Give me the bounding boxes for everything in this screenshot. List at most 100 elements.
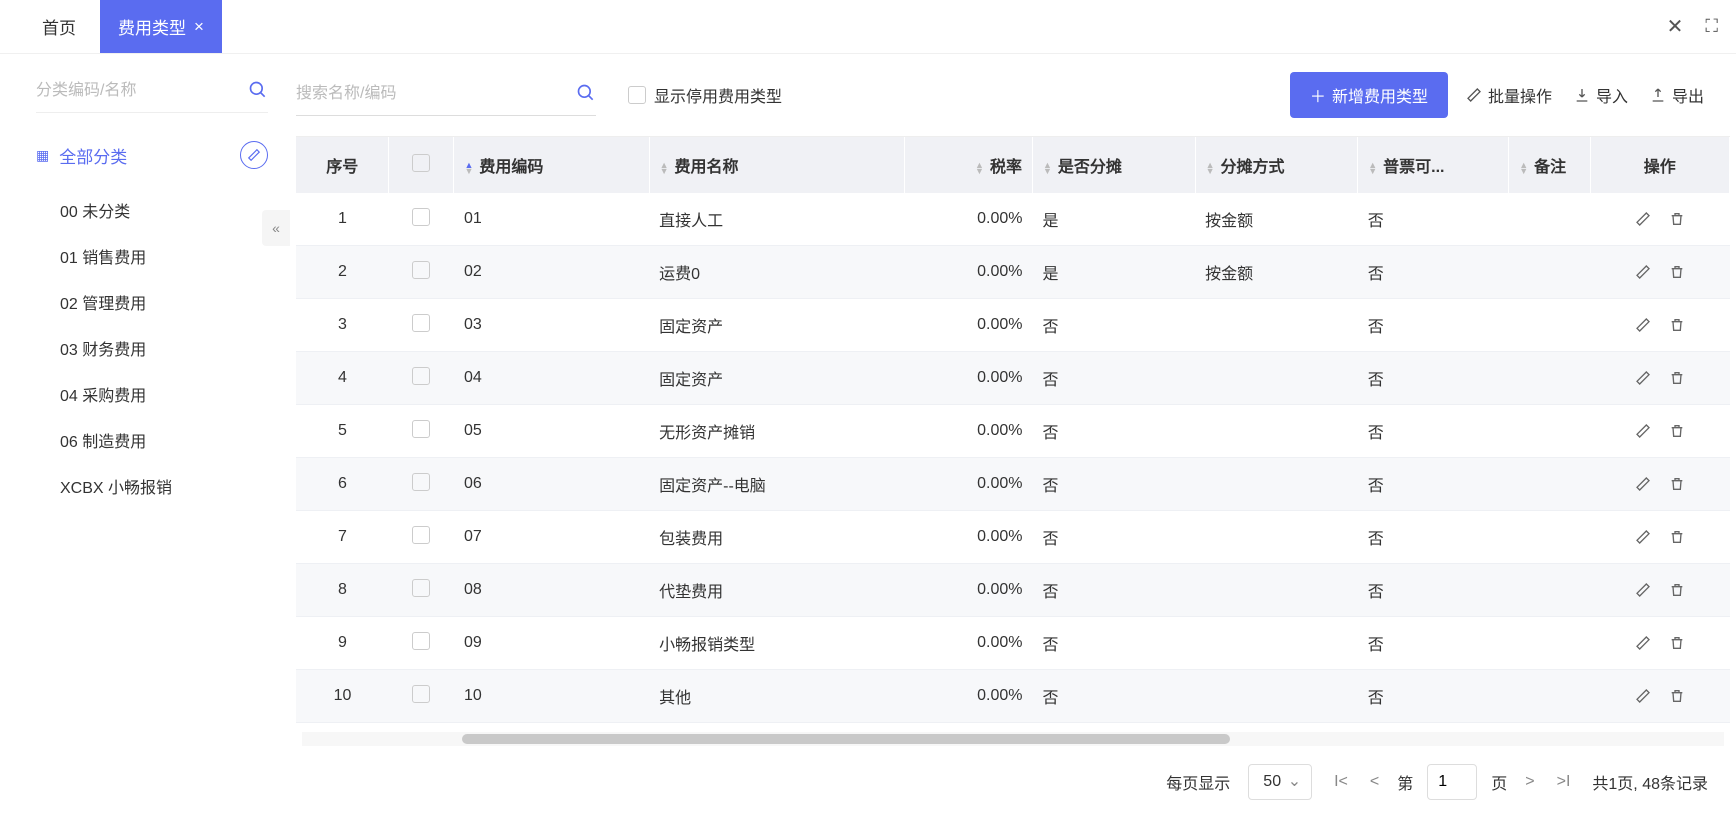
edit-icon[interactable] bbox=[1635, 529, 1651, 545]
sidebar-item[interactable]: 00 未分类 bbox=[0, 187, 290, 233]
col-check-all[interactable] bbox=[389, 137, 454, 193]
sort-icon: ▲▼ bbox=[1368, 162, 1377, 174]
delete-icon[interactable] bbox=[1669, 211, 1685, 227]
sidebar-item[interactable]: XCBX 小畅报销 bbox=[0, 463, 290, 509]
cell-checkbox[interactable] bbox=[389, 670, 454, 723]
edit-icon[interactable] bbox=[1635, 317, 1651, 333]
sidebar-item[interactable]: 03 财务费用 bbox=[0, 325, 290, 371]
cell-checkbox[interactable] bbox=[389, 352, 454, 405]
delete-icon[interactable] bbox=[1669, 529, 1685, 545]
import-action[interactable]: 导入 bbox=[1570, 83, 1632, 107]
cell-checkbox[interactable] bbox=[389, 617, 454, 670]
content-search-input[interactable] bbox=[296, 75, 596, 115]
search-icon[interactable] bbox=[248, 80, 268, 100]
fullscreen-icon[interactable]: ⛶ bbox=[1705, 16, 1718, 37]
page-next-icon[interactable]: > bbox=[1521, 769, 1538, 795]
close-all-icon[interactable]: ✕ bbox=[1667, 14, 1684, 39]
sidebar-item[interactable]: 04 采购费用 bbox=[0, 371, 290, 417]
cell-op bbox=[1590, 617, 1729, 670]
cell-checkbox[interactable] bbox=[389, 405, 454, 458]
show-disabled-checkbox[interactable]: 显示停用费用类型 bbox=[628, 83, 782, 107]
col-note[interactable]: ▲▼备注 bbox=[1509, 137, 1590, 193]
cell-checkbox[interactable] bbox=[389, 564, 454, 617]
edit-icon[interactable] bbox=[240, 141, 268, 169]
collapse-sidebar-icon[interactable]: « bbox=[262, 210, 290, 246]
edit-icon[interactable] bbox=[1635, 688, 1651, 704]
scrollbar-thumb[interactable] bbox=[462, 734, 1230, 744]
edit-icon[interactable] bbox=[1635, 635, 1651, 651]
page-last-icon[interactable]: >I bbox=[1553, 769, 1575, 795]
delete-icon[interactable] bbox=[1669, 635, 1685, 651]
delete-icon[interactable] bbox=[1669, 423, 1685, 439]
cell-method bbox=[1195, 723, 1358, 733]
close-icon[interactable]: × bbox=[194, 17, 204, 37]
cell-share: 否 bbox=[1032, 458, 1195, 511]
col-seq[interactable]: 序号 bbox=[296, 137, 389, 193]
col-pupiao[interactable]: ▲▼普票可... bbox=[1358, 137, 1509, 193]
table-row: 404固定资产0.00%否否 bbox=[296, 352, 1730, 405]
page-input[interactable] bbox=[1427, 764, 1477, 800]
delete-icon[interactable] bbox=[1669, 476, 1685, 492]
cell-share: 否 bbox=[1032, 511, 1195, 564]
cell-method bbox=[1195, 564, 1358, 617]
sort-icon: ▲▼ bbox=[1206, 162, 1215, 174]
add-button-label: 新增费用类型 bbox=[1332, 83, 1428, 107]
cell-op bbox=[1590, 458, 1729, 511]
tab-home[interactable]: 首页 bbox=[18, 0, 100, 53]
cell-share: 否 bbox=[1032, 670, 1195, 723]
sidebar-search-input[interactable] bbox=[36, 72, 268, 112]
cell-checkbox[interactable] bbox=[389, 193, 454, 246]
cell-seq: 10 bbox=[296, 670, 389, 723]
cell-checkbox[interactable] bbox=[389, 458, 454, 511]
edit-icon[interactable] bbox=[1635, 264, 1651, 280]
edit-icon[interactable] bbox=[1635, 582, 1651, 598]
delete-icon[interactable] bbox=[1669, 582, 1685, 598]
cell-checkbox[interactable] bbox=[389, 299, 454, 352]
grid-icon: ▦ bbox=[36, 147, 49, 164]
per-page-select[interactable]: 50 bbox=[1248, 764, 1312, 800]
delete-icon[interactable] bbox=[1669, 317, 1685, 333]
export-action[interactable]: 导出 bbox=[1646, 83, 1708, 107]
table-scroll[interactable]: 序号 ▲▼费用编码 ▲▼费用名称 ▲▼税率 ▲▼是否分摊 ▲▼分摊方式 ▲▼普票… bbox=[296, 137, 1730, 732]
edit-icon[interactable] bbox=[1635, 476, 1651, 492]
cell-pupiao: 否 bbox=[1358, 458, 1509, 511]
col-share[interactable]: ▲▼是否分摊 bbox=[1032, 137, 1195, 193]
cell-code: 08 bbox=[454, 564, 649, 617]
delete-icon[interactable] bbox=[1669, 264, 1685, 280]
edit-icon[interactable] bbox=[1635, 370, 1651, 386]
cell-code: 02 bbox=[454, 246, 649, 299]
sidebar-item[interactable]: 01 销售费用 bbox=[0, 233, 290, 279]
table-row: 707包装费用0.00%否否 bbox=[296, 511, 1730, 564]
horizontal-scrollbar[interactable] bbox=[302, 732, 1724, 746]
tab-active[interactable]: 费用类型 × bbox=[100, 0, 222, 53]
sidebar-all-category[interactable]: ▦ 全部分类 bbox=[0, 129, 290, 181]
cell-pupiao: 否 bbox=[1358, 405, 1509, 458]
batch-action[interactable]: 批量操作 bbox=[1462, 83, 1556, 107]
col-code[interactable]: ▲▼费用编码 bbox=[454, 137, 649, 193]
cell-checkbox[interactable] bbox=[389, 511, 454, 564]
edit-icon[interactable] bbox=[1635, 423, 1651, 439]
cell-code: 04 bbox=[454, 352, 649, 405]
cell-note bbox=[1509, 299, 1590, 352]
cell-pupiao: 否 bbox=[1358, 246, 1509, 299]
col-name[interactable]: ▲▼费用名称 bbox=[649, 137, 905, 193]
cell-pupiao: 否 bbox=[1358, 193, 1509, 246]
search-icon[interactable] bbox=[576, 83, 596, 103]
page-first-icon[interactable]: I< bbox=[1330, 769, 1352, 795]
col-method[interactable]: ▲▼分摊方式 bbox=[1195, 137, 1358, 193]
page-prev-icon[interactable]: < bbox=[1366, 769, 1383, 795]
cell-pupiao: 否 bbox=[1358, 723, 1509, 733]
cell-rate: 0.00% bbox=[905, 617, 1033, 670]
cell-checkbox[interactable] bbox=[389, 723, 454, 733]
col-rate[interactable]: ▲▼税率 bbox=[905, 137, 1033, 193]
delete-icon[interactable] bbox=[1669, 688, 1685, 704]
sidebar-item[interactable]: 06 制造费用 bbox=[0, 417, 290, 463]
edit-icon[interactable] bbox=[1635, 211, 1651, 227]
add-button[interactable]: ＋ 新增费用类型 bbox=[1290, 72, 1448, 118]
delete-icon[interactable] bbox=[1669, 370, 1685, 386]
sidebar-item[interactable]: 02 管理费用 bbox=[0, 279, 290, 325]
cell-name: 固定资产--电脑 bbox=[649, 458, 905, 511]
cell-method bbox=[1195, 299, 1358, 352]
cell-note bbox=[1509, 458, 1590, 511]
cell-checkbox[interactable] bbox=[389, 246, 454, 299]
